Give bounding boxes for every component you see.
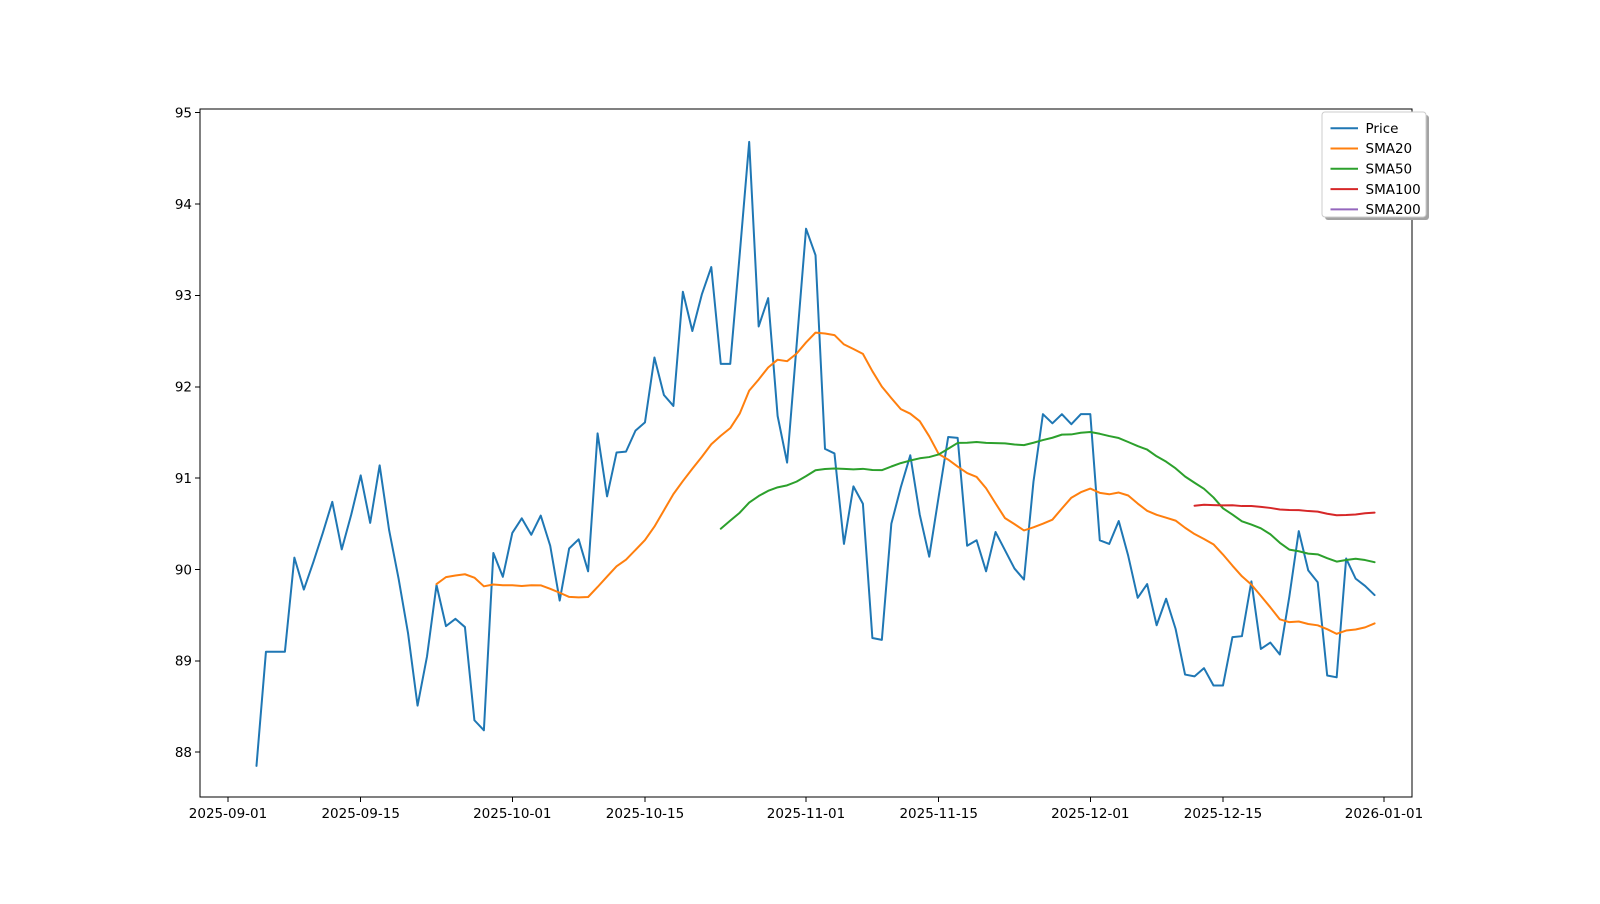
legend-entry-sma100: SMA100	[1330, 182, 1421, 198]
legend-label-sma50: SMA50	[1366, 162, 1413, 178]
y-tick-label: 89	[175, 654, 192, 670]
legend-entry-sma200: SMA200	[1330, 202, 1421, 218]
x-tick-label: 2025-09-15	[321, 806, 399, 822]
legend-label-price: Price	[1366, 121, 1399, 137]
x-axis-ticks: 2025-09-01 2025-09-15 2025-10-01 2025-10-15…	[189, 797, 1423, 822]
series-lines	[255, 140, 1376, 767]
y-tick-label: 95	[175, 106, 192, 122]
x-tick-label: 2025-10-01	[473, 806, 551, 822]
y-axis-ticks: 88 89 90 91 92 93 94 95	[175, 106, 200, 761]
legend-label-sma100: SMA100	[1366, 182, 1421, 198]
x-tick-label: 2025-12-15	[1184, 806, 1262, 822]
y-tick-label: 94	[175, 197, 192, 213]
x-tick-label: 2025-11-15	[899, 806, 977, 822]
sma50-line	[719, 431, 1376, 564]
x-tick-label: 2025-11-01	[767, 806, 845, 822]
y-tick-label: 90	[175, 562, 192, 578]
price-line	[255, 140, 1376, 767]
y-tick-label: 91	[175, 471, 192, 487]
y-tick-label: 92	[175, 380, 192, 396]
legend-label-sma200: SMA200	[1366, 202, 1421, 218]
legend: Price SMA20 SMA50 SMA100 SMA200	[1321, 111, 1429, 220]
sma20-line	[435, 331, 1376, 635]
y-tick-label: 93	[175, 288, 192, 304]
x-tick-label: 2025-12-01	[1051, 806, 1129, 822]
x-tick-label: 2025-09-01	[189, 806, 267, 822]
legend-entry-sma50: SMA50	[1330, 162, 1413, 178]
legend-entry-sma20: SMA20	[1330, 141, 1413, 157]
sma100-line	[1193, 503, 1376, 517]
legend-box	[1321, 111, 1427, 218]
legend-entry-price: Price	[1330, 121, 1399, 137]
x-tick-label: 2025-10-15	[606, 806, 684, 822]
legend-label-sma20: SMA20	[1366, 141, 1413, 157]
x-tick-label: 2026-01-01	[1345, 806, 1423, 822]
y-tick-label: 88	[175, 745, 192, 761]
